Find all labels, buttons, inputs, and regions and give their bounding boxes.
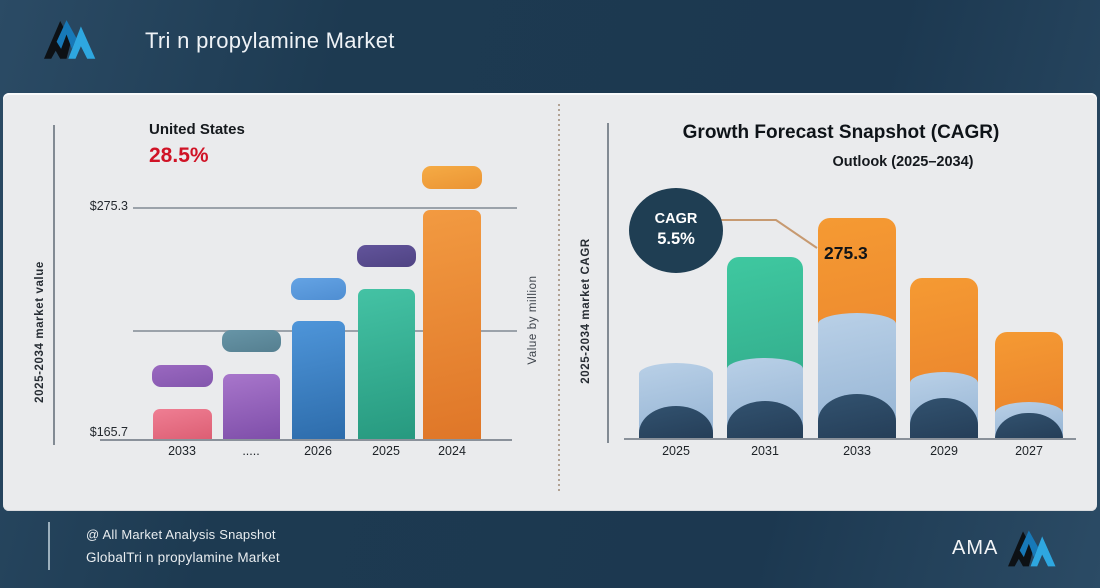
footer-brand-text: AMA <box>952 537 999 559</box>
left-baseline-label: $165.7 <box>89 425 128 439</box>
bar-cap-..... <box>221 330 281 352</box>
segment-navy-2033 <box>818 394 896 439</box>
right-x-label-2025: 2025 <box>662 444 690 458</box>
right-chart-title: Growth Forecast Snapshot (CAGR) <box>682 122 1000 143</box>
right-y-axis-title: 2025-2034 market CAGR <box>580 238 592 384</box>
region-value: 28.5% <box>149 144 209 167</box>
bar-2026 <box>291 321 345 440</box>
left-y-axis-line <box>53 125 55 445</box>
footer-rule <box>48 522 50 570</box>
cagr-badge-label: CAGR <box>654 211 698 228</box>
right-x-label-2029: 2029 <box>930 444 958 458</box>
footer-market-name: GlobalTri n propylamine Market <box>86 550 280 565</box>
right-x-label-2027: 2027 <box>1015 444 1043 458</box>
page-title: Tri n propylamine Market <box>145 28 395 53</box>
bar-cap-2024 <box>422 166 482 189</box>
left-x-label-2025: 2025 <box>372 444 400 458</box>
value-by-million-label: Value by million <box>527 275 539 365</box>
bar-2033 <box>152 409 212 440</box>
segment-navy-2031 <box>727 401 803 439</box>
cagr-badge: CAGR 5.5% <box>629 188 723 273</box>
left-x-axis-line <box>100 439 512 441</box>
right-x-axis-line <box>624 438 1076 440</box>
left-upper-gridline-label: $275.3 <box>89 199 128 213</box>
right-x-label-2033: 2033 <box>843 444 871 458</box>
panel-divider <box>558 104 560 492</box>
bar-2025 <box>357 289 415 440</box>
left-x-label-2033: 2033 <box>168 444 196 458</box>
left-x-label-.....: ..... <box>242 444 260 458</box>
bar-cap-2033 <box>151 365 213 387</box>
right-y-axis-line <box>607 123 609 443</box>
left-x-label-2024: 2024 <box>438 444 466 458</box>
right-x-label-2031: 2031 <box>751 444 779 458</box>
left-x-label-2026: 2026 <box>304 444 332 458</box>
bar-..... <box>222 374 280 440</box>
right-chart-subtitle: Outlook (2025–2034) <box>832 154 974 170</box>
cagr-badge-value: 5.5% <box>657 230 695 249</box>
left-gridline-0 <box>133 207 517 209</box>
ama-logo-icon <box>44 17 98 61</box>
region-label: United States <box>149 121 245 138</box>
footer-credit: @ All Market Analysis Snapshot <box>86 527 276 542</box>
left-y-axis-title: 2025-2034 market value <box>34 261 46 403</box>
bar-cap-2026 <box>290 278 346 300</box>
bar-cap-2025 <box>356 245 416 267</box>
peak-value-label: 275.3 <box>824 243 868 263</box>
bar-2024 <box>423 210 481 440</box>
segment-navy-2029 <box>910 398 978 439</box>
footer-ama-logo-icon <box>1008 528 1058 568</box>
